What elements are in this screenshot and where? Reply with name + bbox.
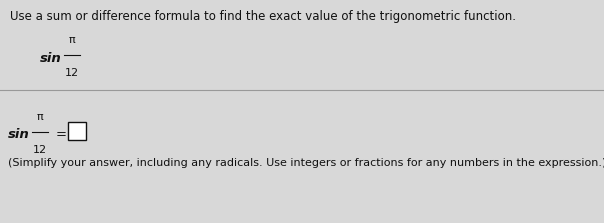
Text: 12: 12: [33, 145, 47, 155]
Text: (Simplify your answer, including any radicals. Use integers or fractions for any: (Simplify your answer, including any rad…: [8, 158, 604, 168]
Text: π: π: [69, 35, 76, 45]
Text: =: =: [56, 128, 67, 142]
Text: 12: 12: [65, 68, 79, 78]
Text: sin: sin: [8, 128, 30, 142]
Text: π: π: [37, 112, 43, 122]
Text: sin: sin: [40, 52, 62, 64]
Text: Use a sum or difference formula to find the exact value of the trigonometric fun: Use a sum or difference formula to find …: [10, 10, 516, 23]
Bar: [68, 122, 86, 140]
